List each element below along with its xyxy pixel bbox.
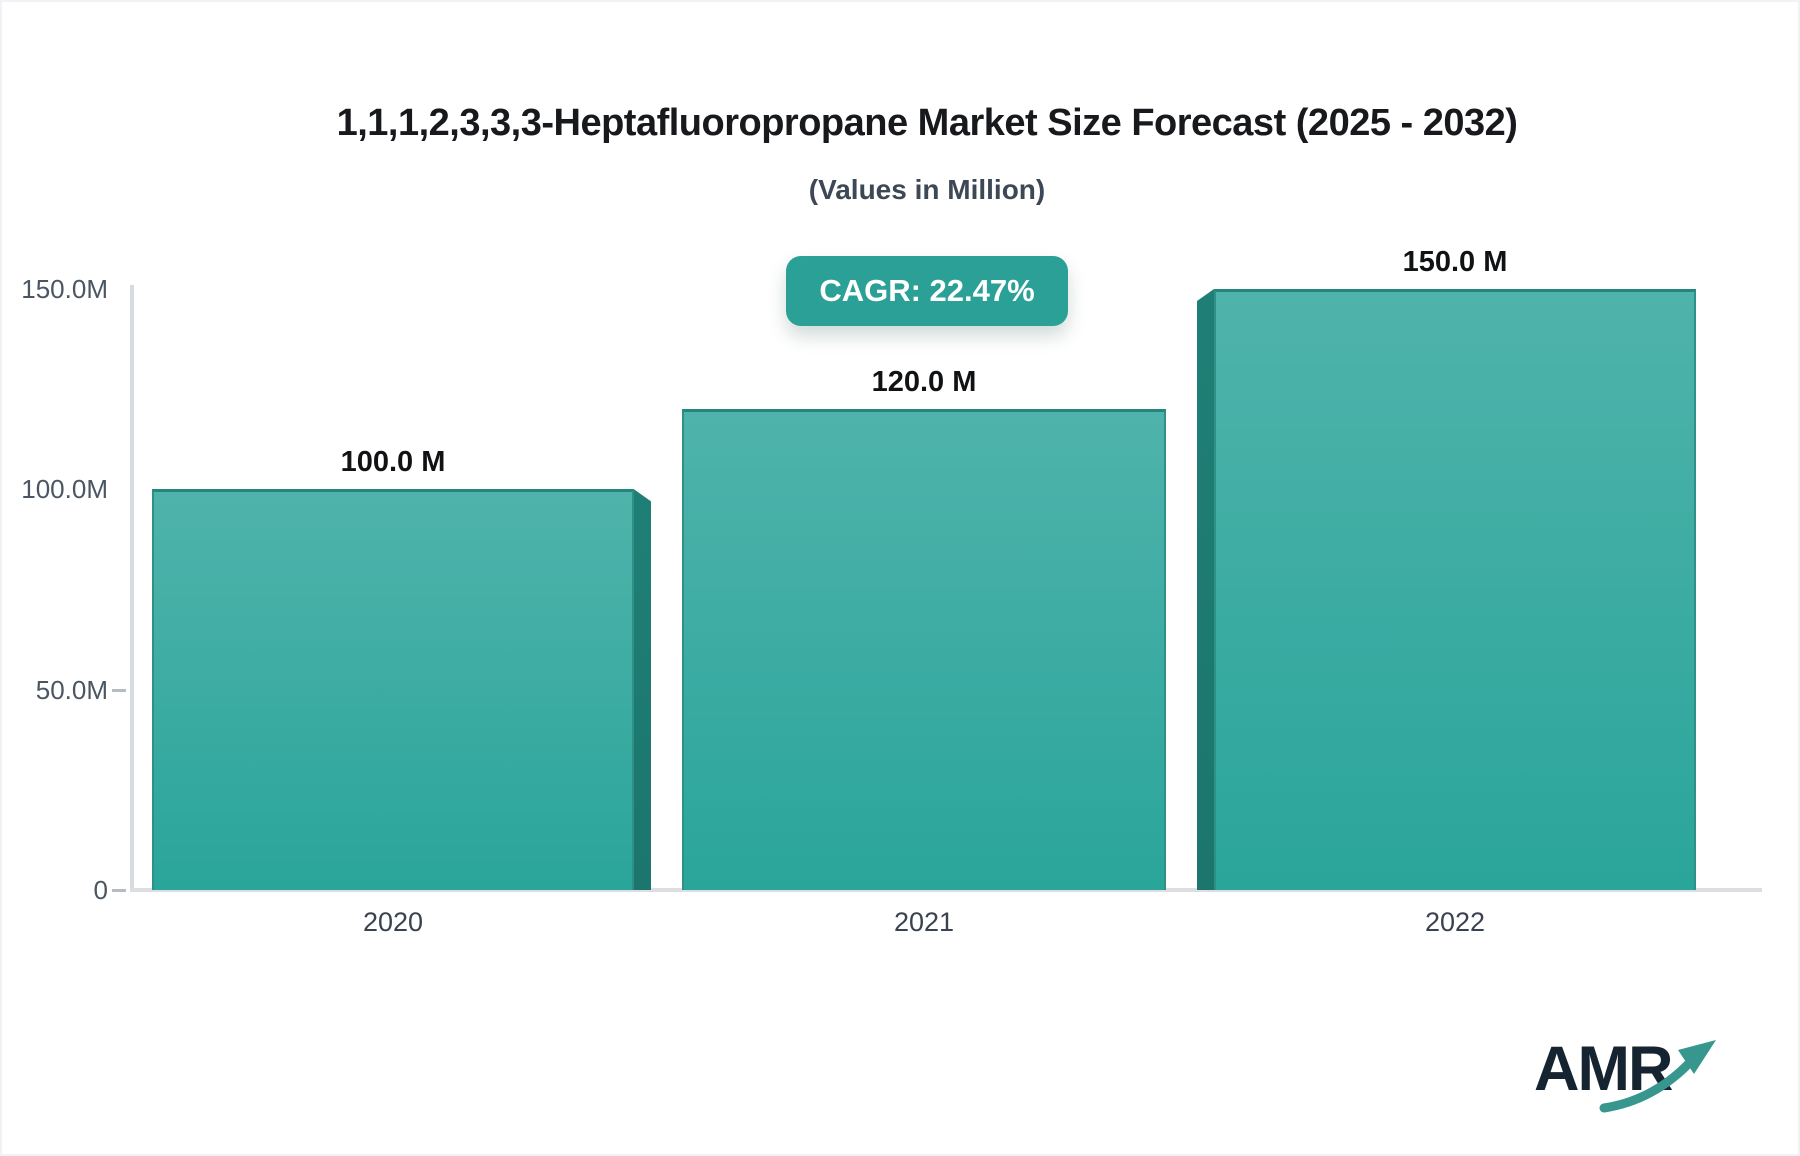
bar-value-label: 100.0 M [340, 446, 446, 479]
bar-value-label: 150.0 M [1402, 246, 1508, 278]
y-tick-label: 150.0M [21, 274, 108, 304]
y-tick-label: 50.0M [35, 674, 108, 705]
chart-subtitle: (Values in Million) [808, 174, 1046, 205]
cagr-badge: CAGR: 22.47% [786, 256, 1068, 326]
y-tick-mark [112, 688, 126, 692]
y-tick-label: 100.0M [21, 474, 108, 505]
bar-3d-side [1197, 289, 1214, 890]
y-tick-label: 0 [93, 875, 108, 905]
x-tick-label: 2020 [362, 907, 424, 937]
x-tick-label: 2021 [893, 907, 955, 937]
growth-arrow-icon [1599, 1040, 1716, 1113]
bar-value-label: 120.0 M [871, 366, 977, 399]
x-tick-label: 2022 [1424, 907, 1486, 937]
bar-3d-side [634, 489, 651, 890]
y-tick-mark [112, 889, 126, 892]
amr-logo: AMR [1534, 1038, 1716, 1113]
chart-title: 1,1,1,2,3,3,3-Heptafluoropropane Market … [336, 102, 1518, 144]
x-axis-line [130, 888, 1762, 892]
y-axis-line [130, 285, 134, 892]
bar-2020 [152, 489, 634, 890]
bar-2022 [1214, 289, 1696, 890]
bar-2021 [682, 409, 1166, 890]
